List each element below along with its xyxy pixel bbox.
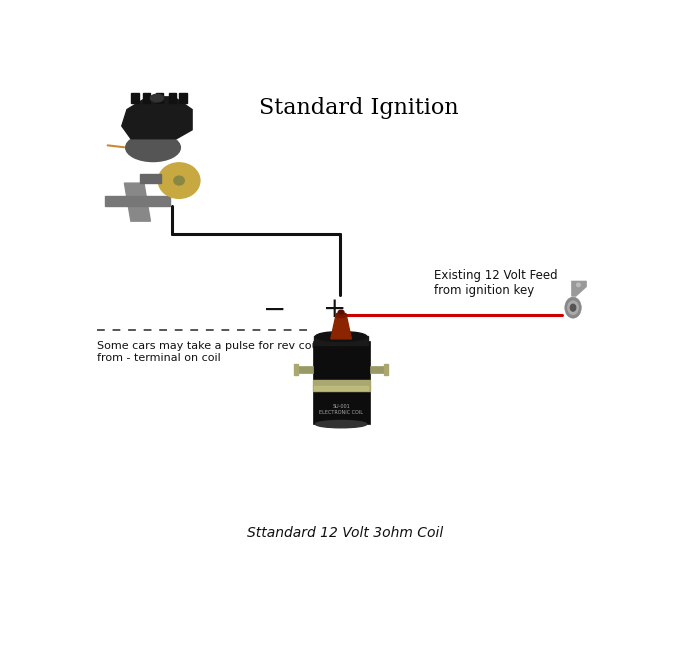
Polygon shape [140,174,161,183]
Bar [169,93,176,103]
Polygon shape [331,318,351,339]
Text: Standard Ignition: Standard Ignition [259,97,458,119]
Ellipse shape [316,420,367,428]
Ellipse shape [126,134,181,161]
Ellipse shape [565,297,581,318]
Bar [313,380,370,391]
Polygon shape [122,97,192,138]
Ellipse shape [158,163,200,198]
Ellipse shape [570,304,575,311]
Text: Sttandard 12 Volt 3ohm Coil: Sttandard 12 Volt 3ohm Coil [247,527,443,540]
Text: +: + [323,297,346,324]
Bar [313,341,370,424]
Ellipse shape [335,313,346,318]
Ellipse shape [150,94,163,102]
Bar [314,386,368,390]
Text: Some cars may take a pulse for rev counter
from - terminal on coil: Some cars may take a pulse for rev count… [97,341,342,363]
Ellipse shape [568,301,578,314]
Bar [314,337,368,345]
Bar [179,93,187,103]
Text: −: − [263,297,286,324]
Ellipse shape [316,331,367,341]
Bar [295,366,313,373]
Ellipse shape [338,310,344,314]
Bar [143,93,150,103]
Text: Existing 12 Volt Feed
from ignition key: Existing 12 Volt Feed from ignition key [433,269,557,297]
Polygon shape [125,183,150,221]
Bar [131,93,139,103]
Ellipse shape [174,176,184,185]
Text: SU-001
ELECTRONIC COIL: SU-001 ELECTRONIC COIL [319,404,363,415]
Ellipse shape [577,283,580,287]
Polygon shape [571,281,587,297]
Polygon shape [105,196,170,206]
Bar [384,364,388,376]
Bar [370,366,387,373]
Bar [155,93,163,103]
Bar [295,364,298,376]
